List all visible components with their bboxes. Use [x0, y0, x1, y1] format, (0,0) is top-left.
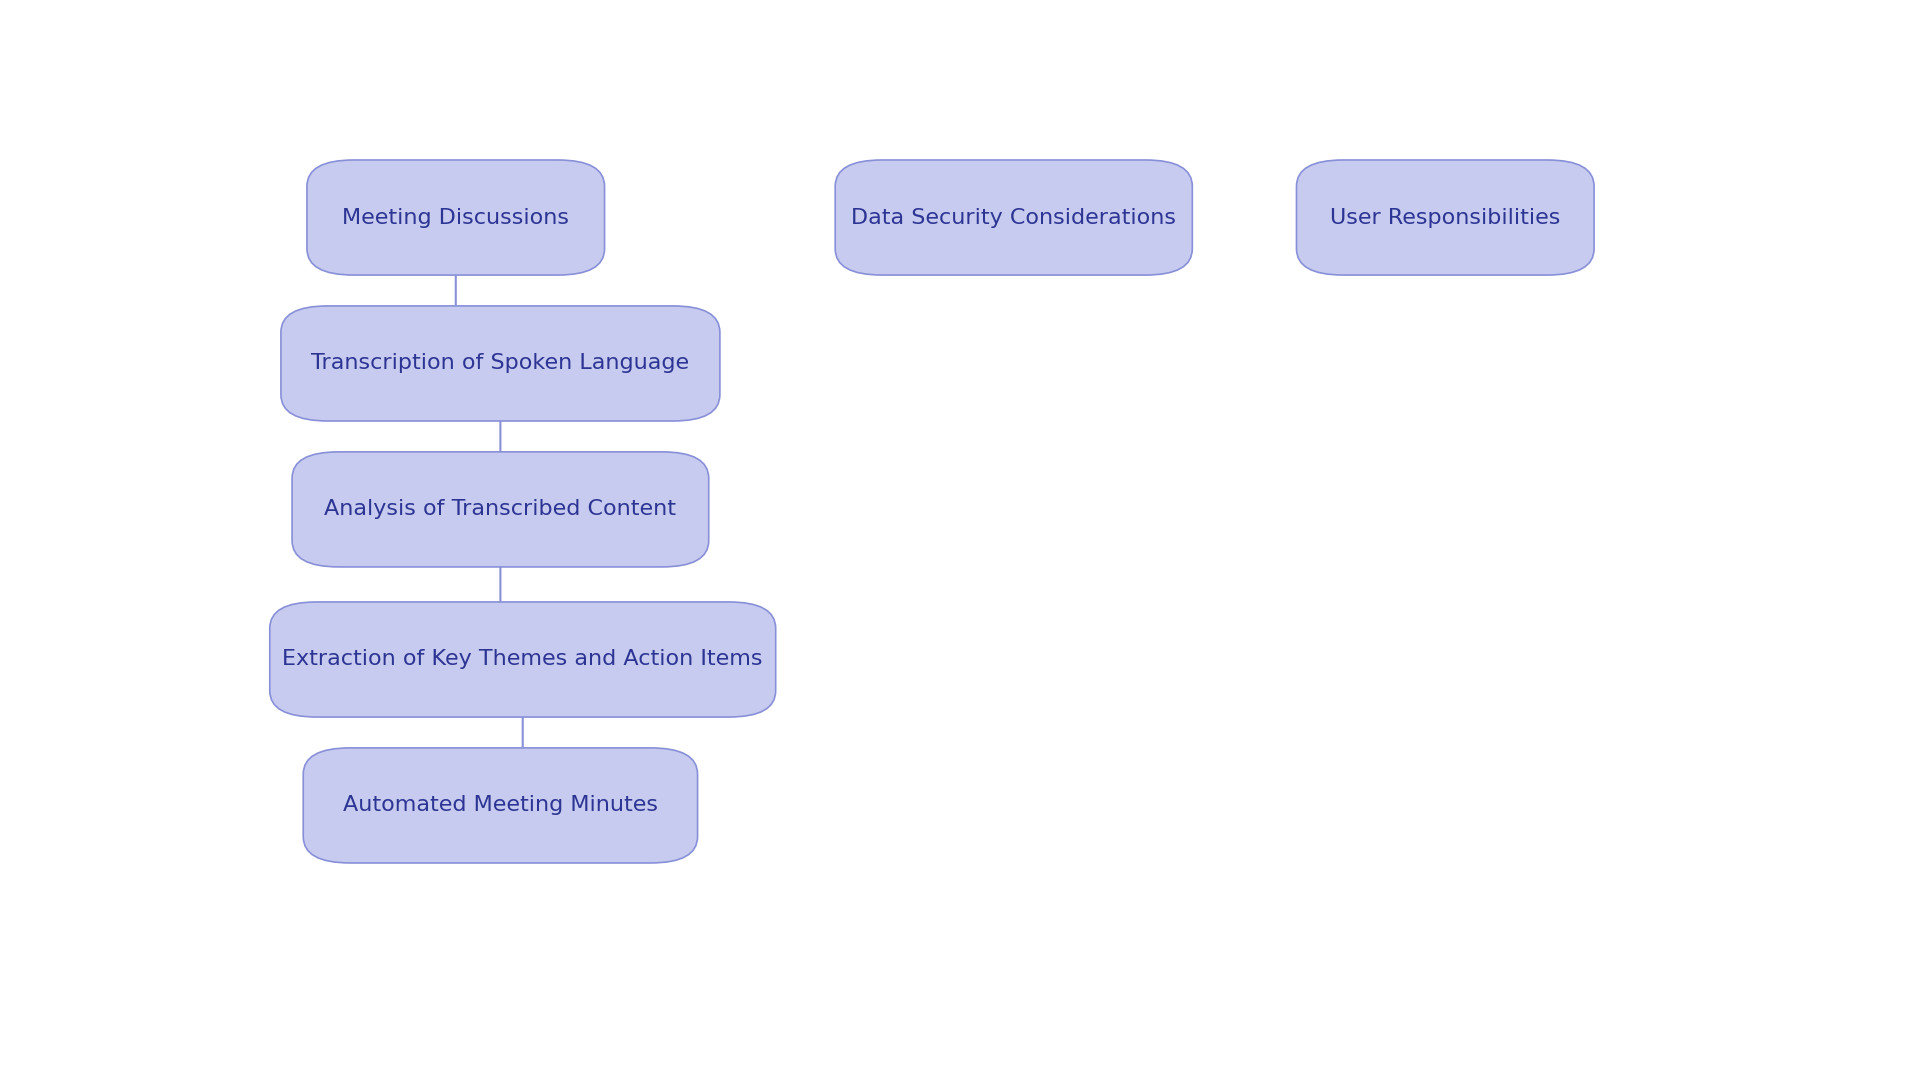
Text: Automated Meeting Minutes: Automated Meeting Minutes — [344, 795, 659, 815]
Text: User Responsibilities: User Responsibilities — [1331, 208, 1561, 227]
Text: Data Security Considerations: Data Security Considerations — [851, 208, 1177, 227]
Text: Transcription of Spoken Language: Transcription of Spoken Language — [311, 353, 689, 374]
Text: Extraction of Key Themes and Action Items: Extraction of Key Themes and Action Item… — [282, 650, 762, 669]
FancyBboxPatch shape — [303, 748, 697, 863]
FancyBboxPatch shape — [1296, 160, 1594, 275]
Text: Meeting Discussions: Meeting Discussions — [342, 208, 568, 227]
FancyBboxPatch shape — [280, 305, 720, 421]
FancyBboxPatch shape — [835, 160, 1192, 275]
FancyBboxPatch shape — [292, 452, 708, 566]
FancyBboxPatch shape — [307, 160, 605, 275]
Text: Analysis of Transcribed Content: Analysis of Transcribed Content — [324, 499, 676, 520]
FancyBboxPatch shape — [269, 602, 776, 717]
